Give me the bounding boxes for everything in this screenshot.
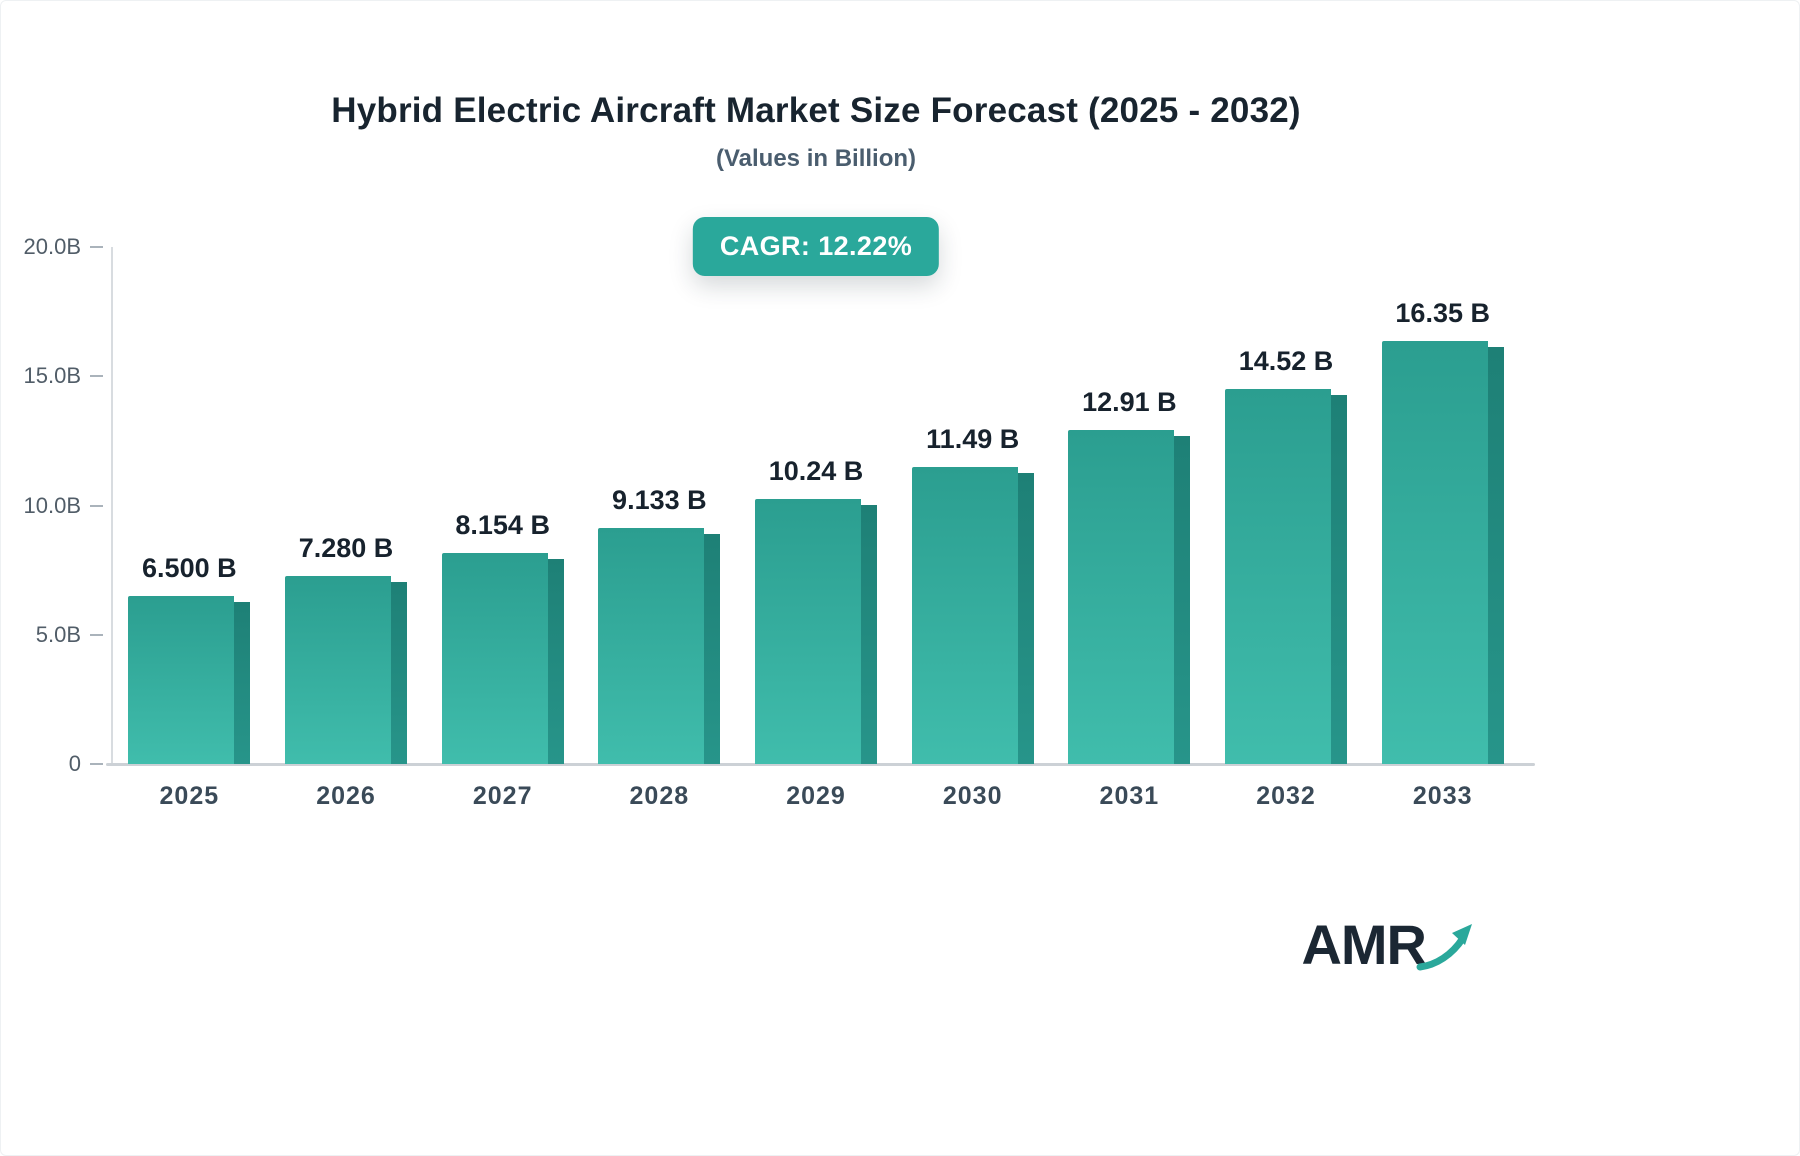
growth-arrow-icon [1416, 924, 1472, 971]
y-tick: 10.0B [23, 492, 103, 519]
x-axis-label-2029: 2029 [786, 782, 846, 810]
value-label-2025: 6.500 B [142, 552, 237, 583]
bar-face [285, 575, 391, 764]
y-axis: 20.0B 15.0B 10.0B 5.0B 0 [1, 234, 111, 776]
logo-text: AMR [1301, 913, 1427, 976]
value-label-2030: 11.49 B [926, 423, 1020, 454]
bar-side-shadow [1331, 394, 1348, 764]
x-axis-label-2026: 2026 [316, 782, 376, 810]
chart-area: CAGR: 12.22% 20.0B 15.0B 10.0B 5.0B 0 6.500 … [1, 217, 1631, 810]
tick-mark [90, 633, 103, 636]
bar-2027 [441, 553, 564, 764]
bar-face [128, 595, 235, 764]
bar-slot-2032: 14.52 B 2032 [1208, 247, 1365, 810]
bar-face [1225, 388, 1332, 764]
value-label-2033: 16.35 B [1395, 298, 1490, 329]
y-tick-label: 15.0B [23, 363, 82, 389]
chart-title: Hybrid Electric Aircraft Market Size For… [331, 91, 1301, 130]
bar-slot-2025: 6.500 B 2025 [111, 247, 268, 810]
bar-2028 [598, 527, 721, 764]
y-axis-line [111, 247, 113, 764]
x-axis-label-2030: 2030 [942, 782, 1003, 810]
bar-slot-2031: 12.91 B 2031 [1051, 247, 1208, 810]
value-label-2027: 8.154 B [455, 510, 550, 541]
bar-2031 [1068, 430, 1191, 764]
value-label-2032: 14.52 B [1238, 345, 1334, 376]
bar-side-shadow [1174, 436, 1191, 764]
tick-mark [90, 246, 103, 248]
value-label-2029: 10.24 B [768, 456, 864, 487]
y-tick: 5.0B [36, 622, 103, 648]
bar-side-shadow [861, 505, 878, 764]
y-tick: 20.0B [23, 234, 103, 260]
bar-side-shadow [1017, 472, 1034, 764]
bar-face [441, 553, 548, 764]
y-tick-label: 0 [68, 751, 81, 776]
x-axis-label-2032: 2032 [1256, 782, 1316, 810]
y-tick: 0 [69, 751, 103, 777]
bar-face [1068, 430, 1175, 764]
bar-slot-2030: 11.49 B 2030 [894, 247, 1051, 810]
bar-face [598, 527, 705, 764]
bar-side-shadow [704, 533, 721, 764]
y-tick-label: 10.0B [23, 492, 82, 518]
cagr-badge: CAGR: 12.22% [692, 217, 940, 276]
bar-side-shadow [547, 559, 564, 764]
bar-2030 [911, 466, 1034, 764]
x-axis-label-2031: 2031 [1099, 782, 1160, 810]
bar-slot-2027: 8.154 B 2027 [424, 247, 581, 810]
bar-slot-2029: 10.24 B 2029 [738, 247, 895, 810]
tick-mark [90, 504, 103, 507]
value-label-2031: 12.91 B [1082, 387, 1177, 418]
chart-subtitle: (Values in Billion) [715, 145, 917, 172]
bar-2032 [1225, 388, 1348, 764]
chart-content: Hybrid Electric Aircraft Market Size For… [1, 91, 1631, 810]
bar-2033 [1381, 341, 1504, 764]
bar-2029 [755, 499, 878, 764]
bar-slot-2026: 7.280 B 2026 [268, 247, 425, 810]
bar-face [911, 466, 1018, 764]
bar-slot-2033: 16.35 B 2033 [1364, 247, 1521, 810]
amr-logo: AMR [1301, 917, 1474, 973]
value-label-2028: 9.133 B [612, 484, 707, 515]
bar-slot-2028: 9.133 B 2028 [581, 247, 738, 810]
chart-row: 20.0B 15.0B 10.0B 5.0B 0 6.500 B 2025 7.280 B 2… [1, 234, 1631, 810]
bar-side-shadow [391, 581, 407, 764]
bar-face [755, 499, 862, 764]
tick-mark [90, 375, 103, 378]
y-tick-label: 5.0B [35, 621, 81, 647]
bar-side-shadow [234, 601, 251, 764]
bar-2026 [285, 575, 407, 764]
bar-face [1381, 341, 1488, 764]
x-axis-label-2025: 2025 [159, 782, 220, 810]
y-tick-label: 20.0B [23, 234, 82, 259]
plot-area: 6.500 B 2025 7.280 B 2026 8.154 B 2027 9.133 B… [106, 247, 1535, 810]
x-axis-label-2033: 2033 [1412, 782, 1473, 810]
x-axis-line [106, 763, 1535, 766]
value-label-2026: 7.280 B [298, 532, 394, 563]
tick-mark [90, 763, 103, 765]
bar-2025 [128, 595, 251, 764]
y-tick: 15.0B [23, 363, 103, 389]
x-axis-label-2027: 2027 [472, 782, 533, 810]
bar-side-shadow [1487, 347, 1504, 764]
x-axis-label-2028: 2028 [629, 782, 690, 810]
